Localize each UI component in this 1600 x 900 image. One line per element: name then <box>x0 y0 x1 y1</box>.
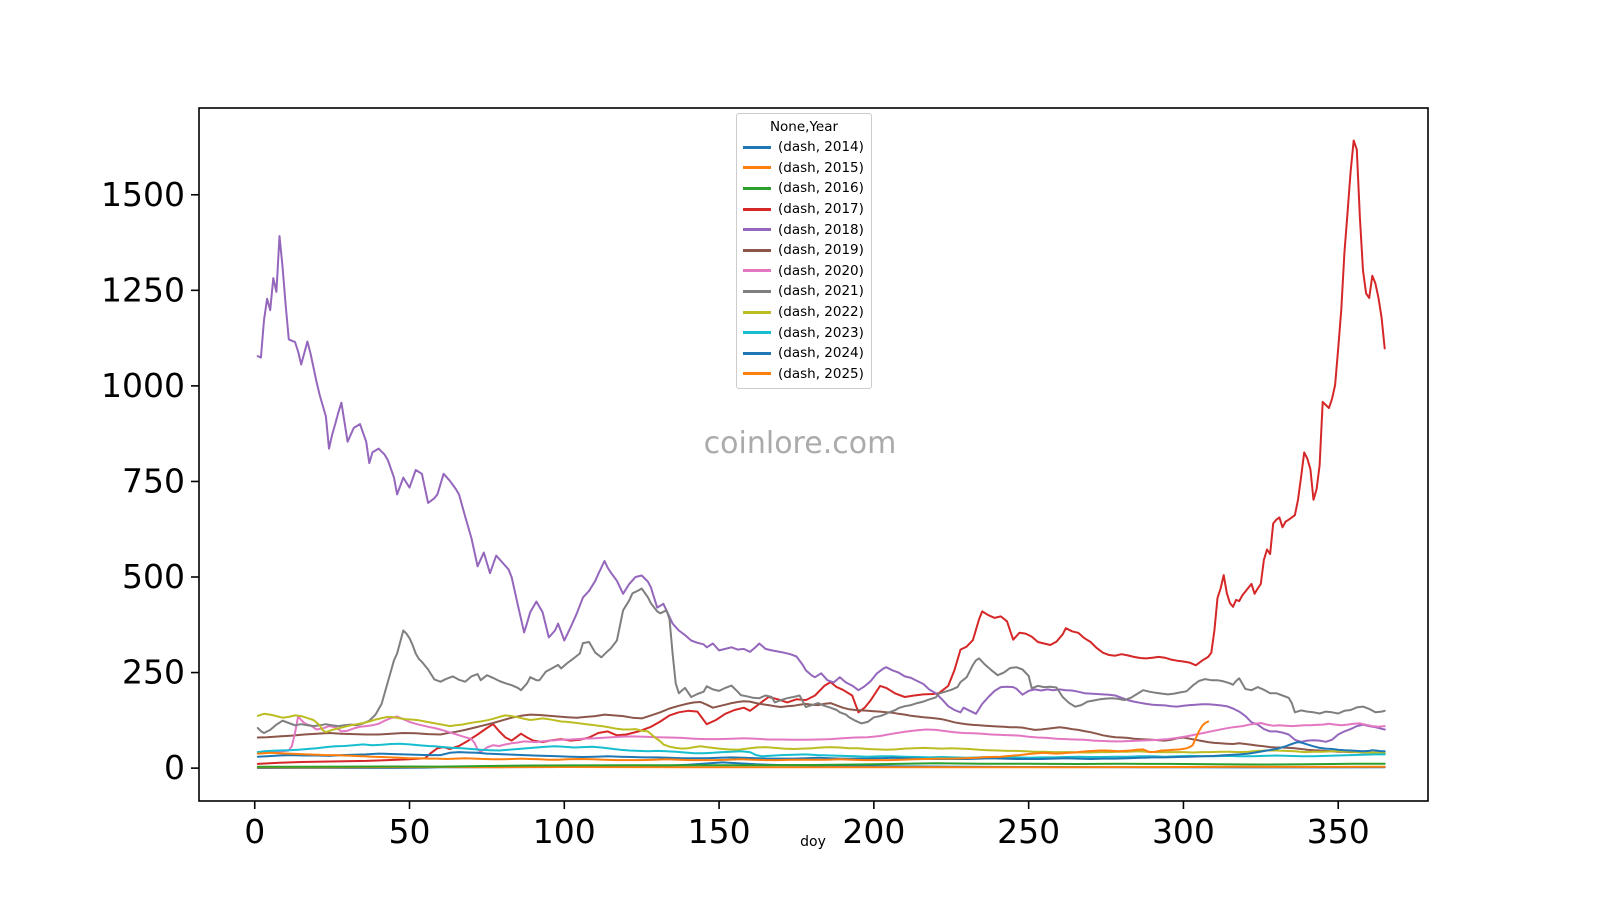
legend-item: (dash, 2016) <box>743 178 865 199</box>
y-tick-label: 1250 <box>101 270 185 309</box>
x-tick-label: 150 <box>688 812 751 851</box>
legend-item: (dash, 2014) <box>743 137 865 158</box>
y-tick-label: 0 <box>164 748 185 787</box>
y-tick-label: 1500 <box>101 175 185 214</box>
legend-item-label: (dash, 2024) <box>778 345 864 362</box>
y-tick-label: 250 <box>122 653 185 692</box>
x-tick-label: 250 <box>997 812 1060 851</box>
legend-item-label: (dash, 2019) <box>778 242 864 259</box>
legend-item-label: (dash, 2021) <box>778 283 864 300</box>
x-axis-ticks: 0 50 100 150 200 250 300 350 <box>244 801 1370 851</box>
series-line <box>256 741 1386 760</box>
legend-item: (dash, 2022) <box>743 302 865 323</box>
legend-item-label: (dash, 2017) <box>778 201 864 218</box>
x-tick-label: 0 <box>244 812 265 851</box>
series-line <box>256 700 1386 755</box>
legend-item-label: (dash, 2025) <box>778 365 864 382</box>
series-line <box>256 720 1210 762</box>
plot-border <box>198 107 1429 802</box>
legend-swatch-line <box>743 351 771 355</box>
legend-item: (dash, 2017) <box>743 199 865 220</box>
x-tick-label: 200 <box>842 812 905 851</box>
series-line <box>256 762 1386 768</box>
legend-title: None,Year <box>769 119 839 135</box>
legend-item-label: (dash, 2023) <box>778 324 864 341</box>
legend-swatch-line <box>743 145 771 149</box>
legend-swatch-line <box>743 186 771 190</box>
legend-swatch-line <box>743 269 771 273</box>
legend-item: (dash, 2020) <box>743 261 865 282</box>
legend-item: (dash, 2015) <box>743 158 865 179</box>
y-tick-label: 500 <box>122 557 185 596</box>
legend-item-label: (dash, 2020) <box>778 262 864 279</box>
x-tick-label: 350 <box>1307 812 1370 851</box>
legend-rows: (dash, 2014) (dash, 2015) (dash, 2016) (das… <box>743 137 865 384</box>
legend-swatch-line <box>743 331 771 335</box>
x-tick-label: 300 <box>1152 812 1215 851</box>
legend-swatch-line <box>743 289 771 293</box>
legend-item-label: (dash, 2018) <box>778 221 864 238</box>
series-line <box>256 587 1386 734</box>
watermark-text: coinlore.com <box>704 426 897 461</box>
legend-item-label: (dash, 2014) <box>778 139 864 156</box>
x-axis-label: doy <box>800 834 826 850</box>
y-tick-label: 1000 <box>101 366 185 405</box>
legend-item: (dash, 2019) <box>743 240 865 261</box>
legend-swatch-line <box>743 372 771 376</box>
legend-item: (dash, 2018) <box>743 219 865 240</box>
legend-swatch-line <box>743 310 771 314</box>
legend-swatch-line <box>743 207 771 211</box>
legend-item-label: (dash, 2016) <box>778 180 864 197</box>
axes-frame <box>198 107 1429 802</box>
x-tick-label: 100 <box>533 812 596 851</box>
legend-swatch-line <box>743 248 771 252</box>
x-tick-label: 50 <box>389 812 431 851</box>
series-lines <box>256 139 1386 769</box>
legend-swatch-line <box>743 228 771 232</box>
y-tick-label: 750 <box>122 461 185 500</box>
series-line <box>256 715 1386 754</box>
y-axis-ticks: 0 250 500 750 1000 1250 1500 <box>101 175 199 787</box>
legend-item: (dash, 2024) <box>743 343 865 364</box>
legend-swatch-line <box>743 166 771 170</box>
legend-item: (dash, 2023) <box>743 322 865 343</box>
legend: None,Year (dash, 2014) (dash, 2015) (dash,… <box>736 113 872 390</box>
legend-item: (dash, 2021) <box>743 281 865 302</box>
legend-item-label: (dash, 2022) <box>778 304 864 321</box>
series-line <box>256 235 1386 743</box>
legend-item: (dash, 2025) <box>743 364 865 385</box>
legend-item-label: (dash, 2015) <box>778 159 864 176</box>
